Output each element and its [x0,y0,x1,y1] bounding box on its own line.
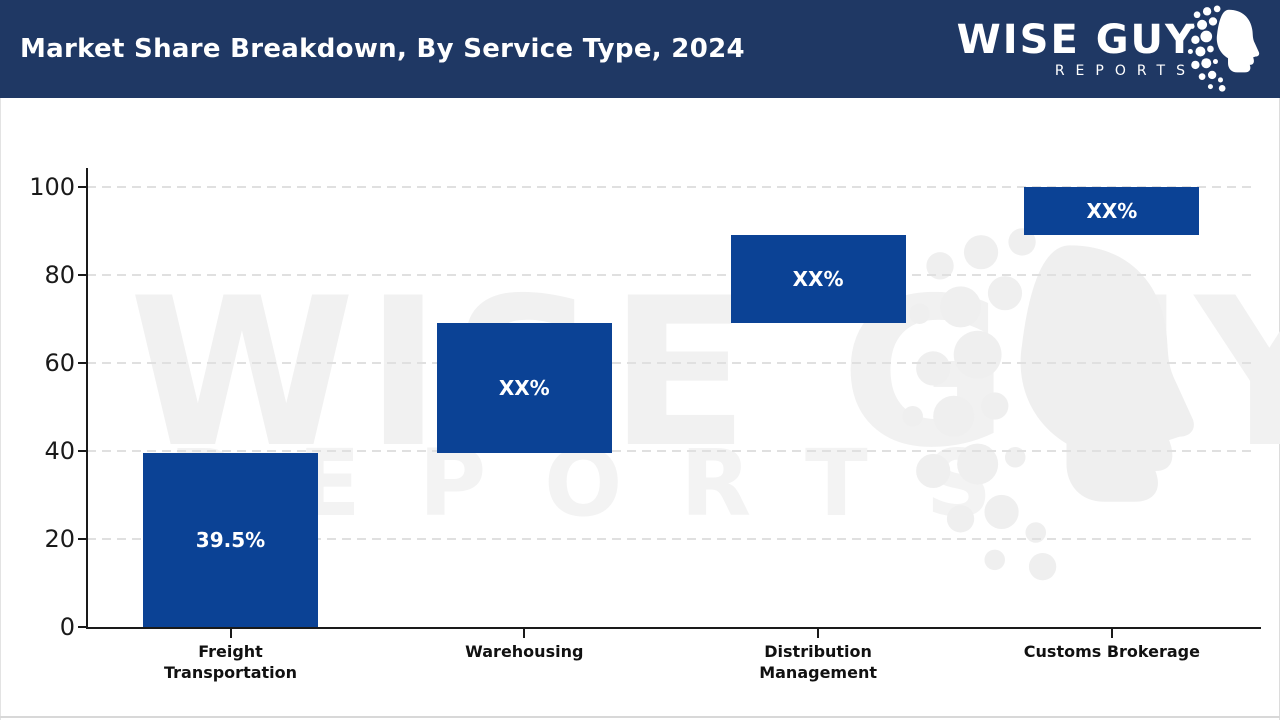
bar-customs-brokerage: XX% [1024,187,1200,236]
watermark-face-icon [902,228,1194,581]
y-tick-label-0: 0 [59,613,75,641]
x-tick-label-customs-brokerage: Customs Brokerage [1023,642,1200,661]
gridline-100 [87,186,1257,188]
y-tick-100 [78,186,86,188]
y-tick-label-60: 60 [44,349,75,377]
header-bar: Market Share Breakdown, By Service Type,… [0,0,1280,98]
x-tick-label-distribution-management: Distribution Management [759,642,877,682]
x-tick-warehousing [523,629,526,638]
x-tick-customs-brokerage [1110,629,1113,638]
bar-freight-transportation: 39.5% [143,453,318,627]
x-tick-label-warehousing: Warehousing [465,642,584,661]
y-tick-0 [78,626,86,628]
x-axis-line [86,627,1261,629]
logo-text: WISE GUY REPORTS [957,20,1196,79]
bar-value-label: XX% [792,267,844,292]
y-tick-label-100: 100 [29,173,75,201]
y-axis-line [86,168,88,629]
y-tick-20 [78,538,86,540]
x-tick-label-freight-transportation: Freight Transportation [163,642,298,682]
chart-figure: WISE GUY REPORTS 0 20 40 60 80 100 39.5% Freigh… [0,98,1280,720]
bar-value-label: XX% [1086,199,1138,224]
bar-warehousing: XX% [436,323,612,454]
page-title: Market Share Breakdown, By Service Type,… [20,34,745,64]
y-tick-label-20: 20 [44,525,75,553]
y-tick-label-40: 40 [44,437,75,465]
bar-value-label: XX% [498,376,550,401]
face-profile-icon [1187,5,1260,92]
y-tick-80 [78,274,86,276]
logo-wordmark: WISE GUY [956,16,1196,63]
y-tick-40 [78,450,86,452]
gridline-20 [87,538,1257,540]
gridline-40 [87,450,1257,452]
bar-distribution-management: XX% [730,235,906,324]
wise-guy-reports-logo: WISE GUY REPORTS [957,3,1266,95]
y-tick-60 [78,362,86,364]
bar-value-label: 39.5% [195,528,266,553]
gridline-80 [87,274,1257,276]
x-tick-distribution-management [817,629,820,638]
x-tick-freight-transportation [229,629,232,638]
y-tick-label-80: 80 [44,261,75,289]
gridline-60 [87,362,1257,364]
logo-subtitle: REPORTS [1054,62,1196,79]
figure-bottom-border [0,716,1280,718]
